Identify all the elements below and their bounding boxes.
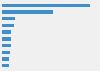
Bar [2,4,90,7]
Bar [2,10,53,14]
Bar [2,57,9,61]
Bar [2,44,11,47]
Bar [2,37,11,41]
Bar [2,30,11,34]
Bar [2,51,10,54]
Bar [2,24,14,27]
Bar [2,64,8,67]
Bar [2,17,14,20]
